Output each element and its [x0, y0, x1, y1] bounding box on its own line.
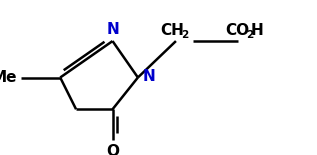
Text: CO: CO: [226, 23, 250, 38]
Text: 2: 2: [181, 30, 188, 40]
Text: H: H: [251, 23, 264, 38]
Text: 2: 2: [246, 30, 253, 40]
Text: N: N: [143, 69, 155, 84]
Text: CH: CH: [160, 23, 184, 38]
Text: N: N: [106, 22, 119, 37]
Text: Me: Me: [0, 70, 17, 85]
Text: O: O: [106, 144, 119, 155]
